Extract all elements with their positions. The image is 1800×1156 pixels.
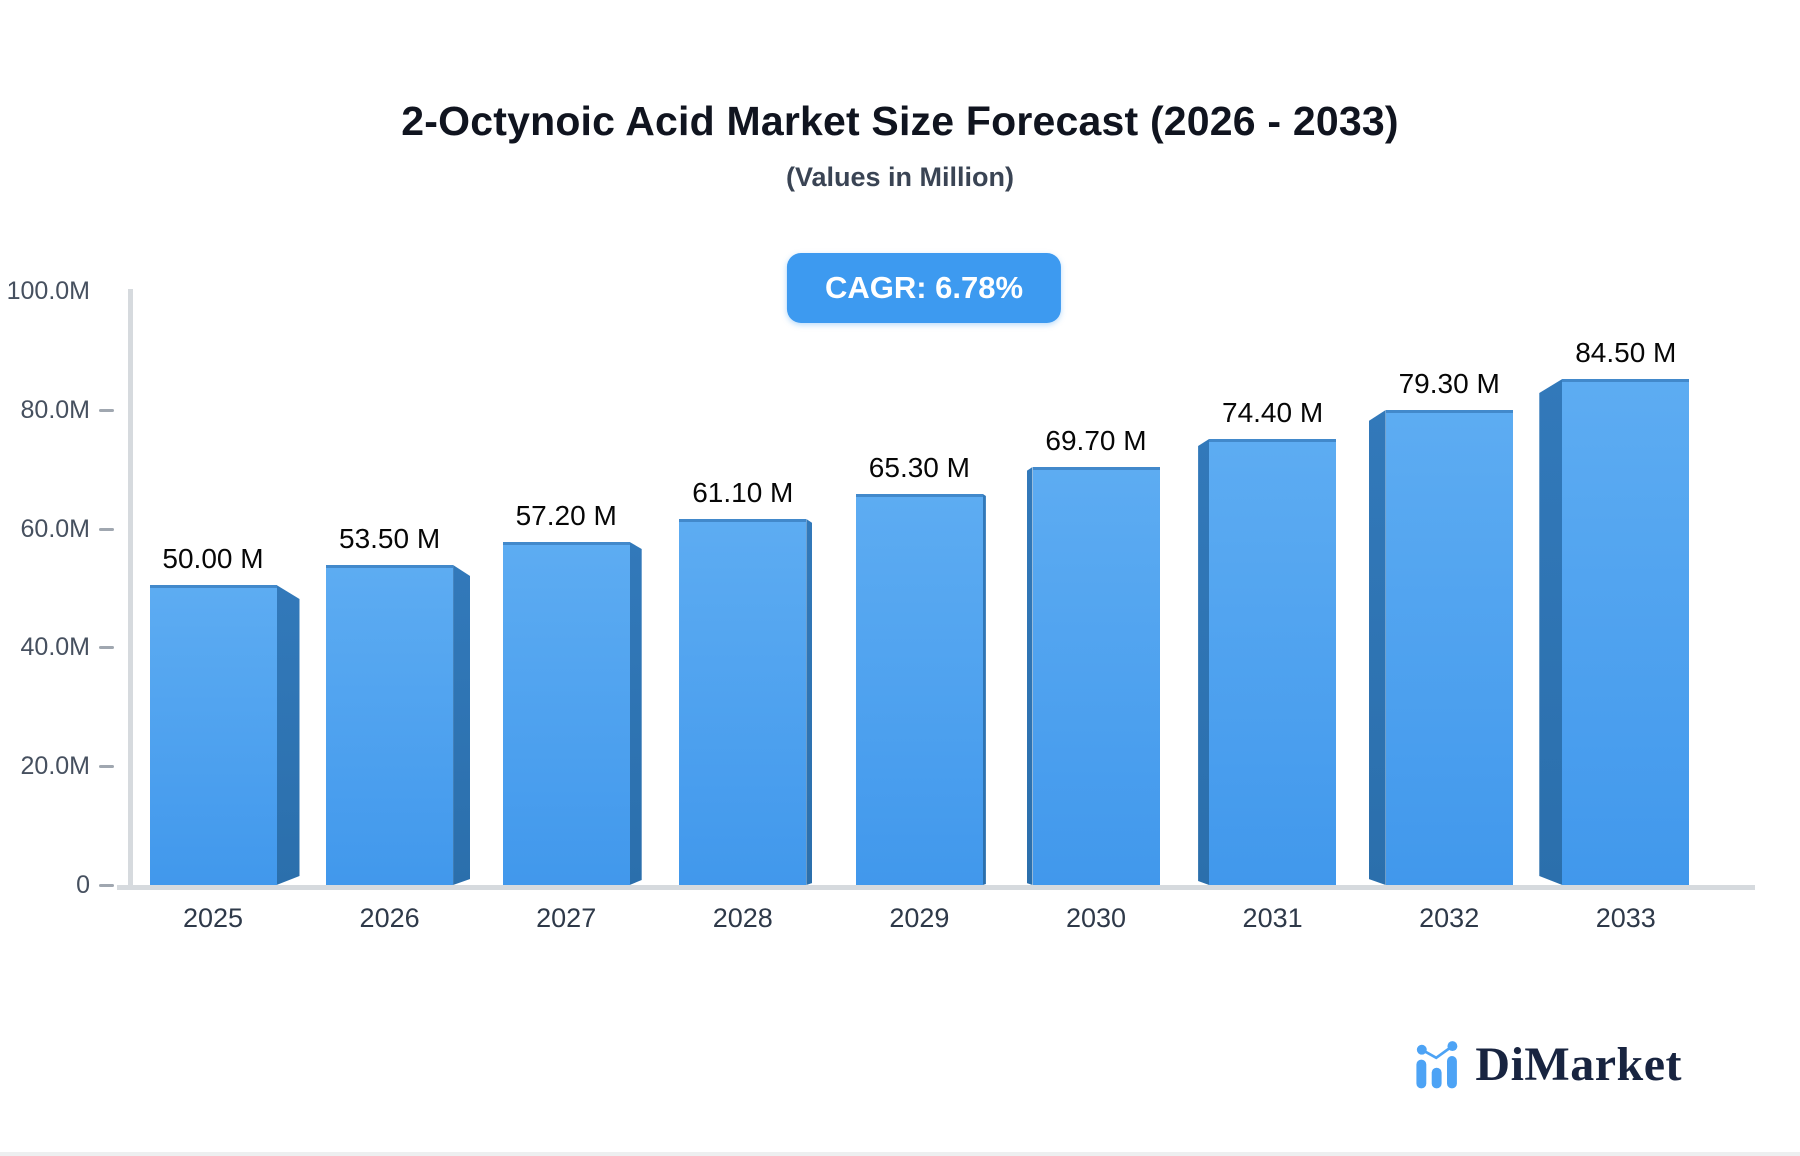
bar-2026[interactable] — [326, 565, 454, 885]
cagr-badge: CAGR: 6.78% — [786, 253, 1062, 323]
bar-value-label-2027: 57.20 M — [515, 500, 617, 531]
y-axis-tick-label: 40.0M — [20, 633, 90, 662]
bottom-edge-divider — [0, 1152, 1800, 1156]
bar-value-label-2028: 61.10 M — [692, 477, 794, 508]
x-axis-year-label-2027: 2027 — [536, 903, 597, 933]
x-axis-year-label-2028: 2028 — [712, 903, 773, 933]
bar-side-face-2029 — [982, 494, 986, 885]
y-axis-tick-dash — [99, 884, 114, 887]
bar-value-label-2030: 69.70 M — [1045, 425, 1147, 456]
bar-2029[interactable] — [855, 494, 983, 885]
x-axis-year-label-2025: 2025 — [182, 903, 244, 933]
bar-value-label-2031: 74.40 M — [1222, 397, 1324, 428]
bar-chart-logo-icon — [1416, 1041, 1458, 1089]
chart-subtitle: (Values in Million) — [785, 162, 1015, 192]
x-axis-year-label-2033: 2033 — [1595, 903, 1656, 933]
bar-value-label-2026: 53.50 M — [339, 523, 441, 554]
y-axis-line — [128, 289, 133, 888]
bar-value-label-2032: 79.30 M — [1398, 368, 1500, 399]
bar-side-face-2025 — [276, 585, 300, 885]
bar-side-face-2028 — [806, 519, 813, 885]
bar-side-face-2031 — [1198, 439, 1210, 885]
y-axis-tick-dash — [99, 527, 114, 531]
bar-2030[interactable] — [1032, 467, 1160, 885]
y-axis-tick-dash — [99, 646, 114, 650]
bar-2028[interactable] — [679, 519, 807, 885]
x-axis-year-label-2029: 2029 — [889, 903, 950, 933]
y-axis-tick-label: 60.0M — [20, 514, 90, 543]
x-axis-year-label-2032: 2032 — [1419, 903, 1480, 933]
dimarket-logo: DiMarket — [1411, 1038, 1682, 1092]
bar-2032[interactable] — [1385, 410, 1513, 885]
logo-text: DiMarket — [1475, 1038, 1682, 1091]
y-axis-tick-label: 0 — [76, 871, 90, 899]
bar-side-face-2032 — [1368, 410, 1386, 885]
bar-value-label-2025: 50.00 M — [162, 543, 264, 574]
x-axis-year-label-2030: 2030 — [1065, 903, 1127, 933]
x-axis-baseline — [117, 885, 1755, 890]
bar-value-label-2033: 84.50 M — [1575, 337, 1677, 368]
x-axis-year-label-2026: 2026 — [359, 903, 420, 933]
bar-2033[interactable] — [1562, 379, 1690, 885]
bar-side-face-2026 — [453, 565, 471, 885]
y-axis-tick-dash — [99, 765, 114, 769]
y-axis-tick-dash — [99, 408, 114, 412]
bar-2031[interactable] — [1209, 439, 1337, 885]
y-axis-tick-label: 80.0M — [20, 395, 90, 424]
x-axis-year-label-2031: 2031 — [1242, 903, 1303, 933]
bar-value-label-2029: 65.30 M — [868, 452, 970, 483]
bar-side-face-2033 — [1539, 379, 1563, 885]
bar-2027[interactable] — [502, 542, 630, 885]
bar-side-face-2027 — [629, 542, 642, 885]
chart-title: 2-Octynoic Acid Market Size Forecast (20… — [401, 98, 1399, 144]
bar-2025[interactable] — [149, 585, 277, 885]
y-axis-tick-label: 100.0M — [6, 277, 90, 305]
bar-side-face-2030 — [1026, 467, 1033, 885]
y-axis-tick-label: 20.0M — [20, 752, 90, 781]
